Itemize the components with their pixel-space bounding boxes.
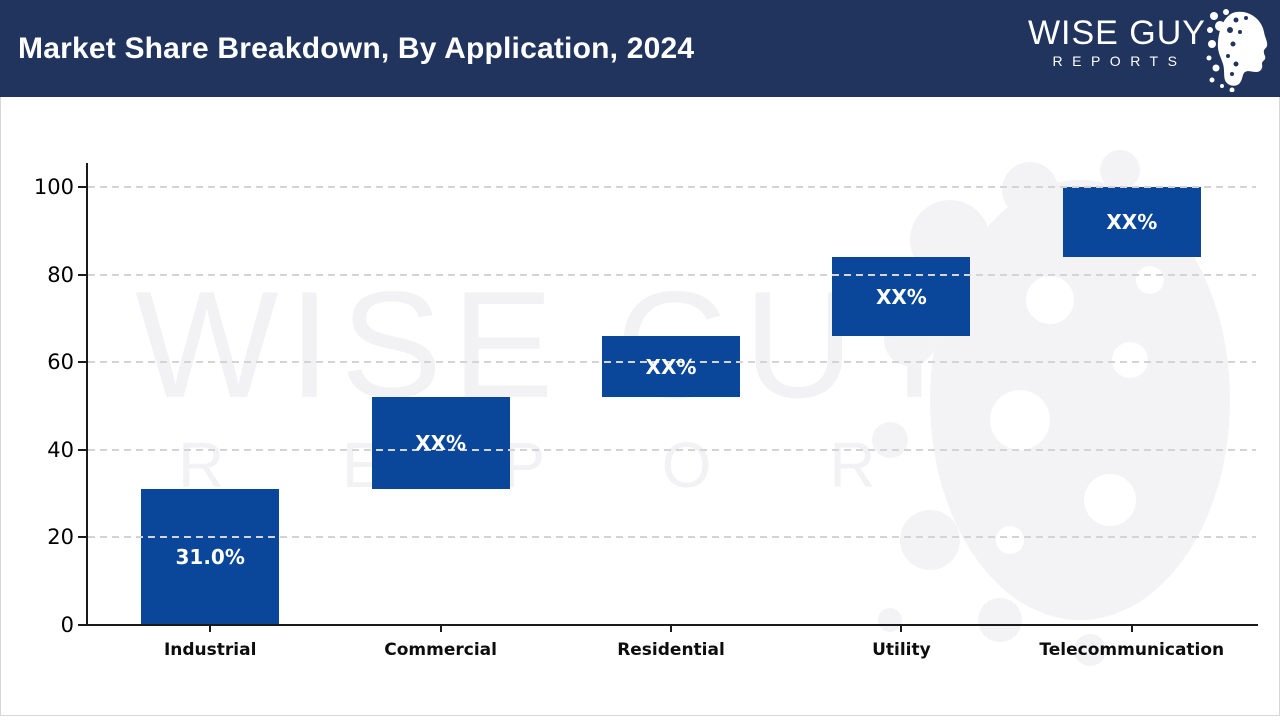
bar-telecommunication <box>1062 187 1201 258</box>
x-axis-label-residential: Residential <box>617 640 725 660</box>
y-axis-tick-label: 0 <box>60 613 74 637</box>
x-axis-tick <box>1130 626 1133 632</box>
x-axis-label-telecommunication: Telecommunication <box>1039 640 1225 660</box>
gridline-60 <box>88 361 1256 364</box>
x-axis-tick <box>209 626 212 632</box>
watermark-brand-text: WISE GUY <box>135 260 976 430</box>
head-profile-icon <box>1206 9 1268 92</box>
y-axis-tick-label: 100 <box>33 175 74 199</box>
y-axis-tick <box>78 536 86 539</box>
brand-logo: WISE GUY REPORTS <box>1002 0 1272 97</box>
brand-logo-text: WISE GUY REPORTS <box>1027 14 1206 69</box>
x-axis-label-utility: Utility <box>872 640 931 660</box>
bar-utility <box>832 257 971 336</box>
bar-value-label-commercial: XX% <box>415 431 467 456</box>
bar-value-label-residential: XX% <box>645 354 697 379</box>
gridline-80 <box>88 273 1256 276</box>
x-axis-line <box>86 624 1258 626</box>
y-axis-tick <box>78 273 86 276</box>
brand-name: WISE GUY <box>1027 14 1206 52</box>
watermark-head-graphic <box>872 150 1230 666</box>
bar-value-label-telecommunication: XX% <box>1106 210 1158 235</box>
y-axis-tick-label: 40 <box>47 437 74 462</box>
y-axis-line <box>86 163 88 625</box>
x-axis-tick <box>900 626 903 632</box>
bar-value-label-industrial: 31.0% <box>175 545 245 570</box>
x-axis-tick <box>670 626 672 632</box>
bar-industrial <box>141 489 280 625</box>
chart-title: Market Share Breakdown, By Application, … <box>18 31 695 65</box>
bar-residential <box>602 335 740 398</box>
x-axis-tick <box>439 626 442 632</box>
x-axis-label-industrial: Industrial <box>163 640 257 660</box>
y-axis-tick-label: 20 <box>47 525 74 550</box>
gridline-20 <box>88 536 1256 539</box>
y-axis-tick <box>78 186 86 188</box>
bar-value-label-utility: XX% <box>875 284 927 309</box>
gridline-40 <box>88 448 1256 451</box>
y-axis-tick <box>78 361 86 364</box>
gridline-100 <box>88 186 1256 188</box>
y-axis-tick-label: 60 <box>47 350 74 375</box>
y-axis-tick-label: 80 <box>47 262 74 287</box>
brand-subtitle: REPORTS <box>1052 52 1187 69</box>
bar-commercial <box>371 397 510 490</box>
y-axis-tick <box>78 448 86 451</box>
header-bar: Market Share Breakdown, By Application, … <box>0 0 1280 97</box>
x-axis-label-commercial: Commercial <box>384 640 497 660</box>
y-axis-tick <box>78 624 86 626</box>
